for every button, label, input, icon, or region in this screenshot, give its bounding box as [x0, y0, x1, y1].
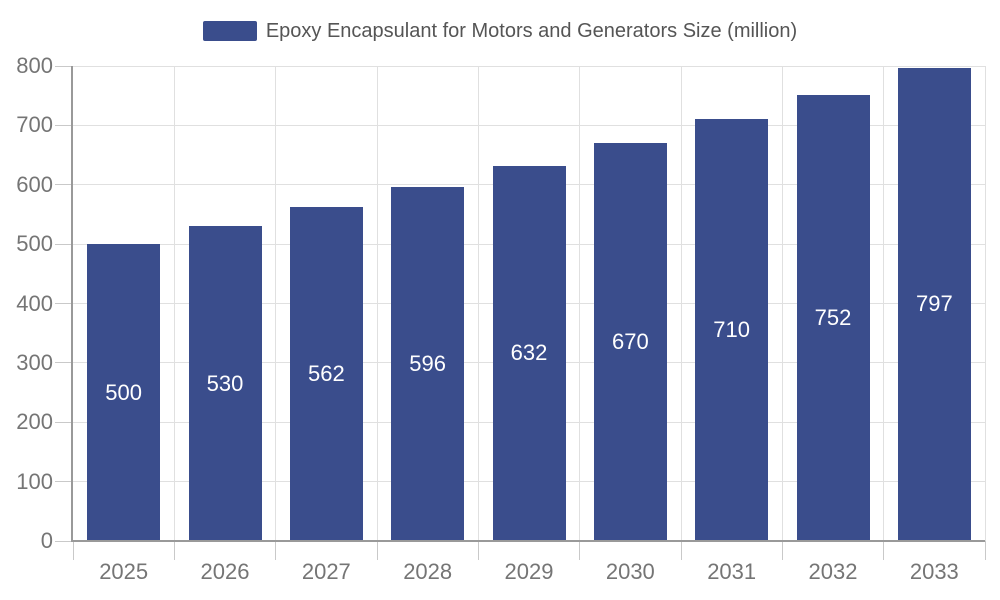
bar-value-label: 562: [307, 361, 345, 387]
legend[interactable]: Epoxy Encapsulant for Motors and Generat…: [0, 18, 1000, 44]
bar: 530: [188, 226, 262, 541]
bar: 596: [391, 187, 465, 541]
x-gridline: [984, 66, 986, 541]
bar: 632: [492, 165, 566, 541]
bar-value-label: 752: [814, 304, 852, 330]
x-axis-tick-label: 2033: [909, 559, 959, 584]
legend-swatch: [202, 21, 257, 41]
y-axis-tick-label: 100: [16, 468, 53, 494]
x-axis-tick-label: 2027: [301, 559, 351, 584]
y-axis-tick-label: 800: [16, 53, 53, 78]
legend-label: Epoxy Encapsulant for Motors and Generat…: [265, 19, 798, 42]
x-axis-tick: [781, 541, 783, 560]
y-axis-tick-label: 300: [16, 349, 53, 375]
x-axis-tick: [883, 541, 885, 560]
x-axis-tick: [477, 541, 479, 560]
x-axis-tick-label: 2029: [504, 559, 554, 584]
x-axis-tick-label: 2025: [99, 559, 149, 584]
x-axis-tick: [72, 541, 74, 560]
y-gridline: [73, 124, 985, 126]
bar-value-label: 670: [611, 329, 649, 355]
y-axis-tick: [55, 65, 73, 67]
x-axis-tick-label: 2028: [403, 559, 453, 584]
bar: 710: [695, 119, 769, 541]
y-axis-tick: [55, 184, 73, 186]
x-axis-tick: [376, 541, 378, 560]
x-axis-tick-label: 2031: [707, 559, 757, 584]
y-axis-tick: [55, 540, 73, 542]
bar-value-label: 632: [510, 340, 548, 366]
y-axis-tick-label: 700: [16, 112, 53, 138]
x-axis-tick: [275, 541, 277, 560]
x-axis-tick-label: 2026: [200, 559, 250, 584]
x-gridline: [883, 66, 885, 541]
bar-value-label: 530: [206, 370, 244, 396]
y-axis-tick-label: 0: [40, 528, 53, 553]
x-gridline: [376, 66, 378, 541]
bar-value-label: 710: [713, 317, 751, 343]
x-axis-tick: [984, 541, 986, 560]
x-axis-tick: [680, 541, 682, 560]
x-axis-tick: [173, 541, 175, 560]
bar: 752: [796, 94, 870, 541]
x-axis-tick: [579, 541, 581, 560]
y-axis-tick-label: 600: [16, 171, 53, 197]
x-axis-tick-label: 2032: [808, 559, 858, 584]
bar-value-label: 596: [409, 351, 447, 377]
x-axis-tick-label: 2030: [605, 559, 655, 584]
y-axis-tick: [55, 303, 73, 304]
bar-value-label: 500: [105, 379, 143, 405]
y-axis-tick-label: 400: [16, 290, 53, 316]
x-gridline: [781, 66, 783, 541]
bar: 500: [87, 244, 161, 541]
y-axis-tick: [55, 243, 73, 245]
x-gridline: [579, 66, 581, 541]
y-axis-tick-label: 200: [16, 409, 53, 435]
y-gridline: [73, 65, 985, 67]
y-axis-line: [71, 66, 73, 541]
x-gridline: [477, 66, 479, 541]
y-axis-tick-label: 500: [16, 231, 53, 257]
x-axis-line: [71, 540, 985, 542]
x-gridline: [173, 66, 175, 541]
y-axis-tick: [55, 362, 73, 364]
y-axis-tick: [55, 421, 73, 423]
bar-value-label: 797: [915, 291, 953, 317]
bar: 797: [897, 67, 971, 541]
x-gridline: [275, 66, 277, 541]
y-axis-tick: [55, 481, 73, 483]
bar: 562: [289, 207, 363, 541]
y-axis-tick: [55, 124, 73, 126]
x-gridline: [680, 66, 682, 541]
bar: 670: [593, 143, 667, 541]
